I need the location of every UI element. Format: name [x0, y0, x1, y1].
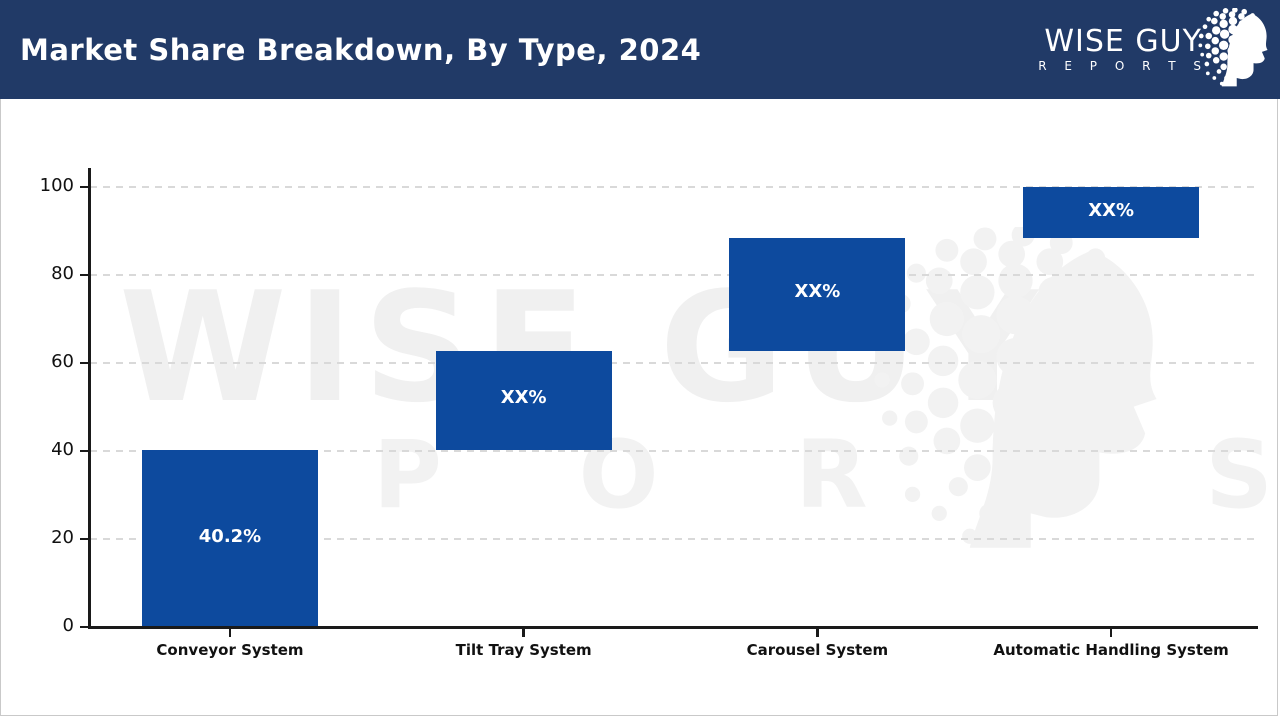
- x-axis-label: Automatic Handling System: [993, 641, 1229, 659]
- x-axis-tick: [1109, 628, 1113, 637]
- y-axis-tick: [80, 537, 89, 541]
- y-axis-tick: [80, 449, 89, 453]
- bar: [142, 450, 318, 627]
- y-axis-tick-label: 100: [39, 175, 74, 196]
- y-axis-tick-label: 40: [51, 439, 74, 460]
- bar-value-label: XX%: [1088, 199, 1134, 221]
- bar: [435, 350, 612, 451]
- logo-text: WISE GUY R E P O R T S: [1038, 26, 1208, 74]
- bar-value-label: XX%: [500, 387, 547, 409]
- y-axis-tick-label: 20: [51, 527, 74, 548]
- gridline: [90, 362, 1258, 364]
- x-axis-label: Tilt Tray System: [455, 641, 592, 659]
- y-axis-line: [88, 168, 91, 628]
- bar: [729, 238, 906, 351]
- y-axis-tick: [80, 185, 89, 189]
- x-axis-label: Carousel System: [746, 641, 889, 659]
- gridline: [90, 274, 1258, 276]
- y-axis-tick-label: 60: [51, 351, 74, 372]
- logo-wordmark: WISE GUY: [1044, 23, 1202, 59]
- header: Market Share Breakdown, By Type, 2024 WI…: [0, 0, 1280, 99]
- x-axis-line: [88, 626, 1258, 629]
- x-axis-label: Conveyor System: [156, 641, 304, 659]
- y-axis-tick-label: 80: [51, 263, 74, 284]
- gridline: [90, 450, 1258, 452]
- bar-value-label: 40.2%: [198, 525, 262, 547]
- page-title: Market Share Breakdown, By Type, 2024: [20, 32, 702, 67]
- x-axis-tick: [522, 628, 525, 637]
- y-axis-tick-label: 0: [62, 615, 74, 636]
- wise-guy-logo: WISE GUY R E P O R T S: [1038, 4, 1272, 95]
- bar: [1023, 187, 1200, 239]
- logo-subtext: R E P O R T S: [1038, 59, 1208, 74]
- bar-value-label: XX%: [794, 281, 841, 303]
- y-axis-tick: [80, 625, 89, 629]
- gridline: [90, 538, 1258, 540]
- y-axis-tick: [80, 361, 89, 365]
- x-axis-tick: [228, 628, 232, 637]
- gridline: [90, 186, 1258, 188]
- y-axis-tick: [80, 273, 89, 277]
- x-axis-tick: [816, 628, 819, 637]
